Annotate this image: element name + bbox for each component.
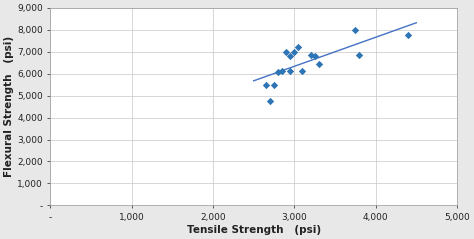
Y-axis label: Flexural Strength   (psi): Flexural Strength (psi) [4,36,14,177]
Point [274,71,282,74]
Point [286,54,294,58]
Point [307,53,314,57]
Point [299,70,306,73]
Point [283,50,290,54]
Point [262,83,270,87]
Point [404,33,412,37]
Point [356,53,363,57]
Point [278,70,286,73]
Point [352,28,359,32]
Point [294,45,302,49]
X-axis label: Tensile Strength   (psi): Tensile Strength (psi) [187,225,321,235]
Point [291,50,298,54]
Point [270,83,278,87]
Point [266,99,273,103]
Point [311,54,319,58]
Point [315,62,322,66]
Point [286,70,294,73]
